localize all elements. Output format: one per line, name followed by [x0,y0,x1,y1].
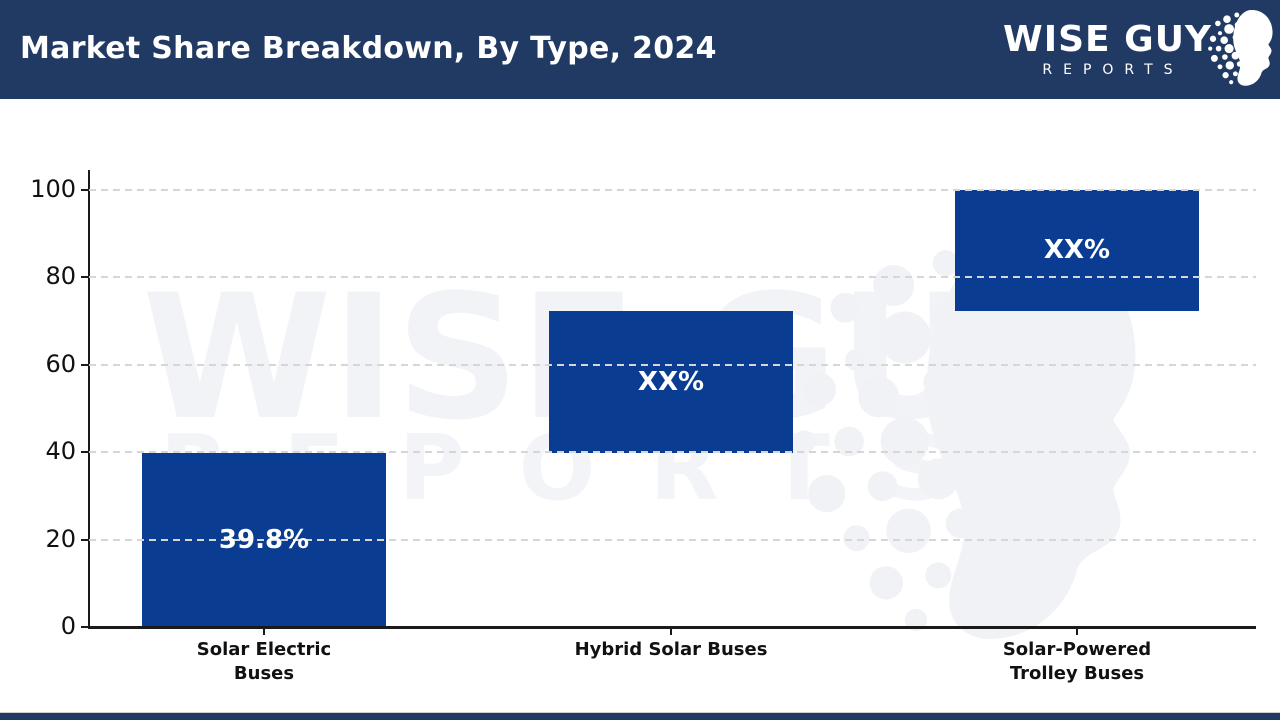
y-tick-label: 60 [45,349,76,378]
wiseguy-logo: WISE GUY REPORTS [1003,4,1276,96]
y-tick [81,451,89,453]
x-category-label: Hybrid Solar Buses [574,639,768,660]
gridline [89,451,1256,453]
logo-face-icon [1208,9,1273,86]
bar-value-label: 39.8% [218,524,310,555]
gridline [89,363,1256,366]
y-tick [81,626,89,628]
x-tick [670,628,672,635]
bar-value-label: XX% [637,366,705,397]
y-tick [81,276,89,278]
logo-reports-label: REPORTS [1042,62,1184,78]
bar-value-label: XX% [1043,235,1111,266]
y-tick [81,538,89,541]
x-category-label: Solar Electric Buses [196,639,332,684]
footer-divider [0,712,1280,713]
bar-segment [549,310,793,453]
x-axis-line [88,626,1256,629]
logo-wiseguy-label: WISE GUY [1002,19,1212,60]
y-tick-label: 0 [60,612,76,640]
bar-segment [955,189,1199,311]
header-bar: Market Share Breakdown, By Type, 2024 WI… [0,0,1280,99]
y-tick-label: 40 [45,437,76,465]
footer-bar [0,713,1280,720]
logo-text: WISE GUY REPORTS [1002,19,1212,79]
page-title: Market Share Breakdown, By Type, 2024 [20,31,717,67]
y-axis-line [88,170,90,629]
y-tick-label: 100 [30,174,76,203]
gridline [89,276,1256,278]
y-tick-label: 80 [45,262,76,290]
x-tick [1076,628,1078,635]
x-category-label: Solar-Powered Trolley Buses [1002,639,1152,684]
y-tick-label: 20 [45,524,76,553]
y-tick [81,188,89,191]
gridline [89,188,1256,191]
y-tick [81,363,89,366]
x-tick [263,628,265,635]
gridline [89,538,1256,541]
